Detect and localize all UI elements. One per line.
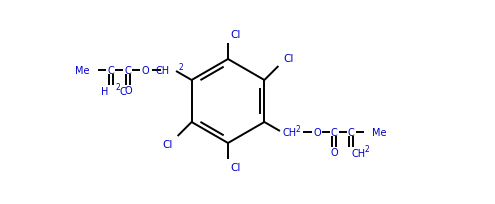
Text: C: C	[108, 66, 114, 76]
Text: C: C	[119, 86, 126, 96]
Text: O: O	[313, 127, 321, 137]
Text: Cl: Cl	[231, 30, 241, 40]
Text: CH: CH	[283, 127, 297, 137]
Text: C: C	[347, 127, 354, 137]
Text: Cl: Cl	[231, 162, 241, 172]
Text: O: O	[330, 147, 338, 157]
Text: Cl: Cl	[162, 139, 173, 149]
Text: CH: CH	[352, 148, 366, 158]
Text: Cl: Cl	[283, 54, 294, 64]
Text: H: H	[100, 86, 108, 96]
Text: C: C	[331, 127, 337, 137]
Text: 2: 2	[365, 145, 370, 154]
Text: O: O	[124, 86, 132, 95]
Text: CH: CH	[156, 66, 170, 76]
Text: 2: 2	[115, 83, 120, 92]
Text: O: O	[141, 66, 149, 76]
Text: C: C	[125, 66, 131, 76]
Text: Me: Me	[372, 127, 387, 137]
Text: 2: 2	[178, 62, 183, 71]
Text: Me: Me	[75, 66, 89, 76]
Text: 2: 2	[296, 125, 300, 134]
